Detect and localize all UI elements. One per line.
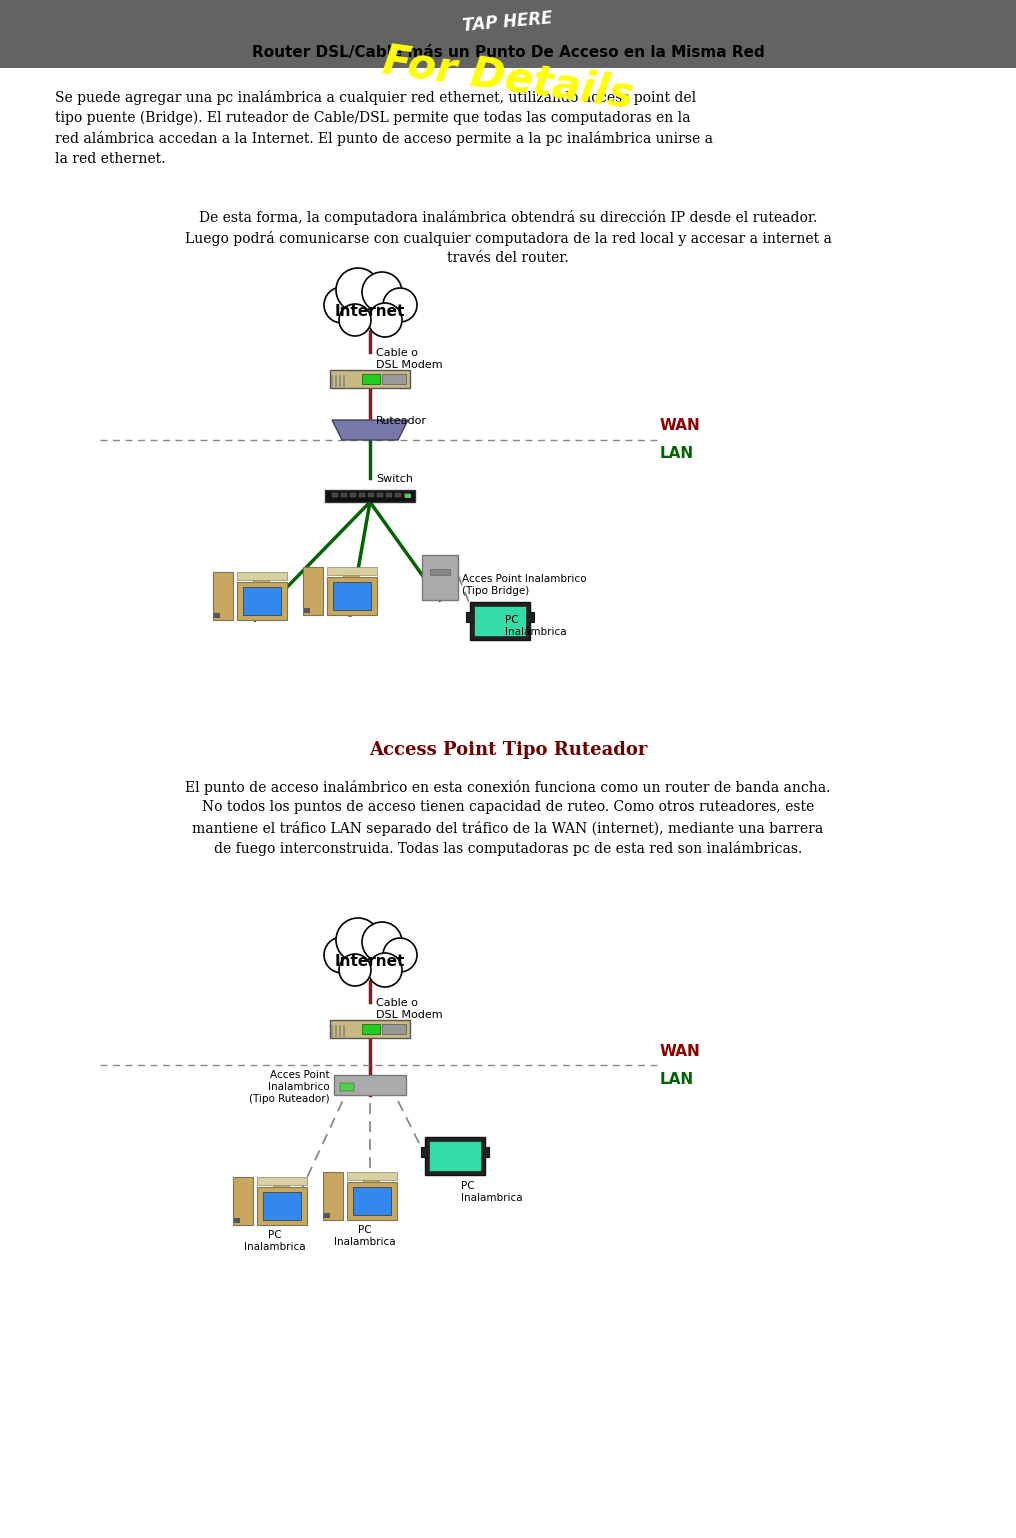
Circle shape	[362, 921, 402, 961]
Bar	[429, 1141, 481, 1170]
Text: Acces Point
Inalambrico
(Tipo Ruteador): Acces Point Inalambrico (Tipo Ruteador)	[249, 1070, 330, 1104]
Bar	[237, 572, 287, 580]
Bar	[347, 1172, 397, 1180]
Bar	[325, 491, 415, 501]
Text: TAP HERE: TAP HERE	[462, 9, 554, 35]
Bar	[233, 1177, 253, 1224]
Bar	[347, 1183, 397, 1220]
Circle shape	[336, 918, 380, 961]
Circle shape	[362, 272, 402, 312]
Text: Se puede agregar una pc inalámbrica a cualquier red ethernet, utilizando access : Se puede agregar una pc inalámbrica a cu…	[55, 91, 713, 166]
Ellipse shape	[330, 291, 410, 331]
Bar	[330, 1020, 410, 1038]
Text: Cable o
DSL Modem: Cable o DSL Modem	[376, 998, 443, 1020]
Bar	[466, 612, 534, 621]
Text: Internet: Internet	[335, 305, 405, 320]
Bar	[386, 494, 392, 497]
Bar	[343, 571, 359, 577]
Bar	[425, 1137, 485, 1175]
Circle shape	[324, 937, 360, 974]
Circle shape	[324, 288, 360, 323]
Bar	[327, 568, 377, 575]
Polygon shape	[332, 420, 408, 440]
Ellipse shape	[330, 940, 410, 980]
Bar	[363, 1177, 379, 1183]
Text: LAN: LAN	[660, 1072, 694, 1086]
Text: PC
Inalambrica: PC Inalambrica	[461, 1181, 522, 1203]
Bar	[353, 1187, 391, 1215]
Text: Acces Point Inalambrico
(Tipo Bridge): Acces Point Inalambrico (Tipo Bridge)	[462, 574, 586, 595]
Bar	[234, 1218, 240, 1223]
Bar	[422, 555, 458, 600]
Bar	[263, 1192, 301, 1220]
Circle shape	[383, 288, 417, 321]
Bar	[332, 494, 338, 497]
Text: De esta forma, la computadora inalámbrica obtendrá su dirección IP desde el rute: De esta forma, la computadora inalámbric…	[185, 211, 831, 266]
Bar	[341, 494, 347, 497]
Bar	[362, 1024, 380, 1034]
Text: LAN: LAN	[660, 446, 694, 461]
Circle shape	[383, 938, 417, 972]
Bar	[377, 494, 383, 497]
Bar	[395, 494, 401, 497]
Bar	[382, 374, 406, 384]
Text: WAN: WAN	[660, 1043, 701, 1058]
Bar	[404, 494, 410, 497]
Bar	[470, 601, 530, 640]
Bar	[324, 1213, 330, 1218]
Bar	[303, 568, 323, 615]
Bar	[237, 581, 287, 620]
Circle shape	[368, 954, 402, 987]
Bar	[474, 606, 526, 637]
Bar	[334, 1075, 406, 1095]
Bar	[243, 588, 281, 615]
Circle shape	[339, 954, 371, 986]
Text: PC
Inalambrica: PC Inalambrica	[244, 1230, 306, 1252]
Bar	[323, 1172, 343, 1220]
Bar	[350, 494, 356, 497]
Bar	[273, 1181, 289, 1187]
Text: PC
Inalámbrica: PC Inalámbrica	[505, 615, 567, 637]
Text: Cable o
DSL Modem: Cable o DSL Modem	[376, 348, 443, 369]
Bar	[382, 1024, 406, 1034]
Circle shape	[339, 305, 371, 335]
Bar	[257, 1187, 307, 1224]
Text: WAN: WAN	[660, 418, 701, 434]
Text: El punto de acceso inalámbrico en esta conexión funciona como un router de banda: El punto de acceso inalámbrico en esta c…	[185, 780, 831, 857]
Bar	[405, 494, 411, 498]
Bar	[253, 577, 269, 581]
Bar	[362, 374, 380, 384]
Bar	[430, 569, 450, 575]
Bar	[340, 1083, 354, 1090]
Bar	[0, 0, 1016, 68]
Text: Switch: Switch	[376, 474, 412, 484]
Bar	[330, 371, 410, 388]
Text: PC
Inalambrica: PC Inalambrica	[334, 1224, 396, 1247]
Bar	[327, 577, 377, 615]
Bar	[359, 494, 365, 497]
Bar	[214, 614, 220, 618]
Text: Ruteador: Ruteador	[376, 415, 427, 426]
Bar	[304, 608, 310, 614]
Bar	[257, 1177, 307, 1184]
Circle shape	[336, 268, 380, 312]
Text: Router DSL/Cable más un Punto De Acceso en la Misma Red: Router DSL/Cable más un Punto De Acceso …	[252, 45, 764, 60]
Bar	[421, 1147, 489, 1157]
Text: For Details: For Details	[380, 40, 636, 117]
Bar	[368, 494, 374, 497]
Bar	[333, 581, 371, 611]
Text: Access Point Tipo Ruteador: Access Point Tipo Ruteador	[369, 741, 647, 758]
Circle shape	[368, 303, 402, 337]
Text: Internet: Internet	[335, 955, 405, 969]
Bar	[213, 572, 233, 620]
